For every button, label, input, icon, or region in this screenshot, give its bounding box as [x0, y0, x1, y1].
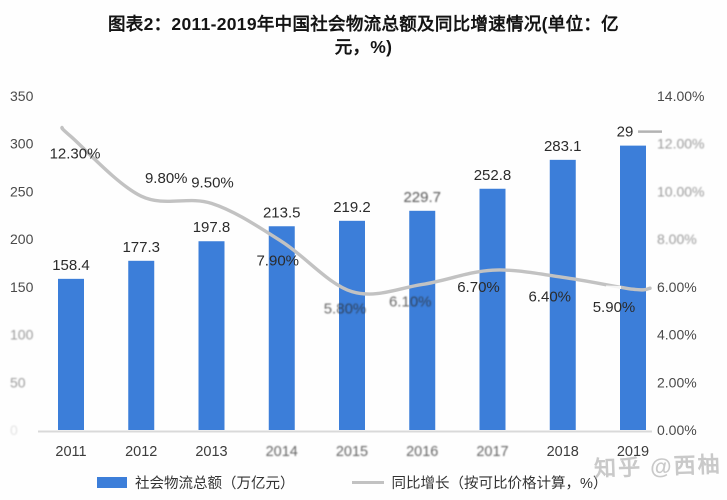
- bar-2011: [58, 278, 84, 430]
- right-axis-tick: 10.00%: [657, 183, 704, 199]
- left-axis-tick: 300: [10, 136, 34, 152]
- bar-value-label: 29: [617, 124, 634, 141]
- right-axis-tick: 8.00%: [657, 231, 697, 247]
- legend-item-total: 社会物流总额（万亿元）: [97, 472, 295, 493]
- legend-growth-label: 同比增长（按可比价格计算，%）: [391, 476, 608, 492]
- x-axis-year-label: 2019: [617, 444, 649, 460]
- bar-value-label: 197.8: [193, 219, 231, 236]
- growth-value-label: 5.90%: [593, 299, 636, 316]
- bar-2013: [198, 241, 225, 430]
- legend-item-growth: 同比增长（按可比价格计算，%）: [351, 472, 608, 493]
- bar-2014: [268, 226, 295, 430]
- x-axis-year-label: 2018: [547, 444, 579, 460]
- x-axis-year-label: 2015: [336, 444, 368, 460]
- chart-title-line1: 图表2：2011-2019年中国社会物流总额及同比增速情况(单位：亿: [108, 14, 619, 34]
- left-axis-tick: 150: [10, 279, 34, 295]
- x-axis-year-label: 2011: [55, 444, 86, 460]
- legend-bar-swatch: [97, 477, 127, 488]
- chart-title-line2: 元，%): [334, 37, 393, 57]
- watermark: 知乎 @西柚: [594, 451, 723, 482]
- right-axis-tick: 0.00%: [657, 422, 697, 438]
- x-axis-year-label: 2016: [406, 444, 438, 460]
- growth-value-label: 6.40%: [528, 288, 571, 305]
- bar-value-label: 219.2: [333, 199, 371, 216]
- x-axis-year-label: 2013: [195, 444, 227, 460]
- bar-value-label: 252.8: [474, 167, 512, 184]
- right-axis-tick: 12.00%: [657, 136, 704, 152]
- bar-value-label: 177.3: [122, 239, 160, 256]
- chart-title: 图表2：2011-2019年中国社会物流总额及同比增速情况(单位：亿 元，%): [0, 13, 727, 59]
- growth-value-label: 9.80%: [145, 170, 188, 187]
- left-axis-tick: 250: [10, 183, 34, 199]
- growth-value-label: 9.50%: [191, 174, 234, 191]
- bar-value-label: 229.7: [403, 189, 441, 206]
- bar-value-label: 213.5: [263, 204, 301, 221]
- growth-value-label: 7.90%: [256, 253, 299, 270]
- right-axis-tick: 4.00%: [657, 327, 697, 343]
- growth-value-label: 12.30%: [50, 146, 101, 163]
- growth-value-label: 6.10%: [389, 293, 432, 310]
- legend: 社会物流总额（万亿元） 同比增长（按可比价格计算，%）: [97, 472, 607, 493]
- left-axis-tick: 0: [10, 422, 18, 438]
- x-axis-year-label: 2017: [476, 444, 508, 460]
- growth-line: [60, 125, 652, 296]
- left-axis-tick: 200: [10, 231, 34, 247]
- growth-value-label: 6.70%: [457, 279, 500, 296]
- left-axis-tick: 50: [10, 374, 26, 390]
- growth-value-label: 5.80%: [324, 301, 367, 318]
- right-axis-tick: 14.00%: [657, 88, 704, 104]
- bar-value-label: 283.1: [544, 138, 582, 155]
- bar-2012: [128, 260, 155, 430]
- x-axis-year-label: 2014: [266, 444, 298, 460]
- legend-total-label: 社会物流总额（万亿元）: [135, 476, 295, 492]
- bar-2017: [479, 188, 506, 430]
- right-axis-tick: 2.00%: [657, 374, 697, 390]
- bar-2016: [409, 210, 436, 430]
- legend-line-swatch: [351, 481, 384, 484]
- right-axis-tick: 6.00%: [657, 279, 697, 295]
- growth-line-end-mark: [605, 285, 622, 289]
- left-axis-tick: 350: [10, 88, 34, 104]
- left-axis-tick: 100: [10, 327, 34, 343]
- bar-2018: [549, 159, 576, 430]
- x-axis-year-label: 2012: [125, 444, 157, 460]
- bar-2015: [339, 220, 365, 430]
- bar-value-label: 158.4: [52, 257, 90, 274]
